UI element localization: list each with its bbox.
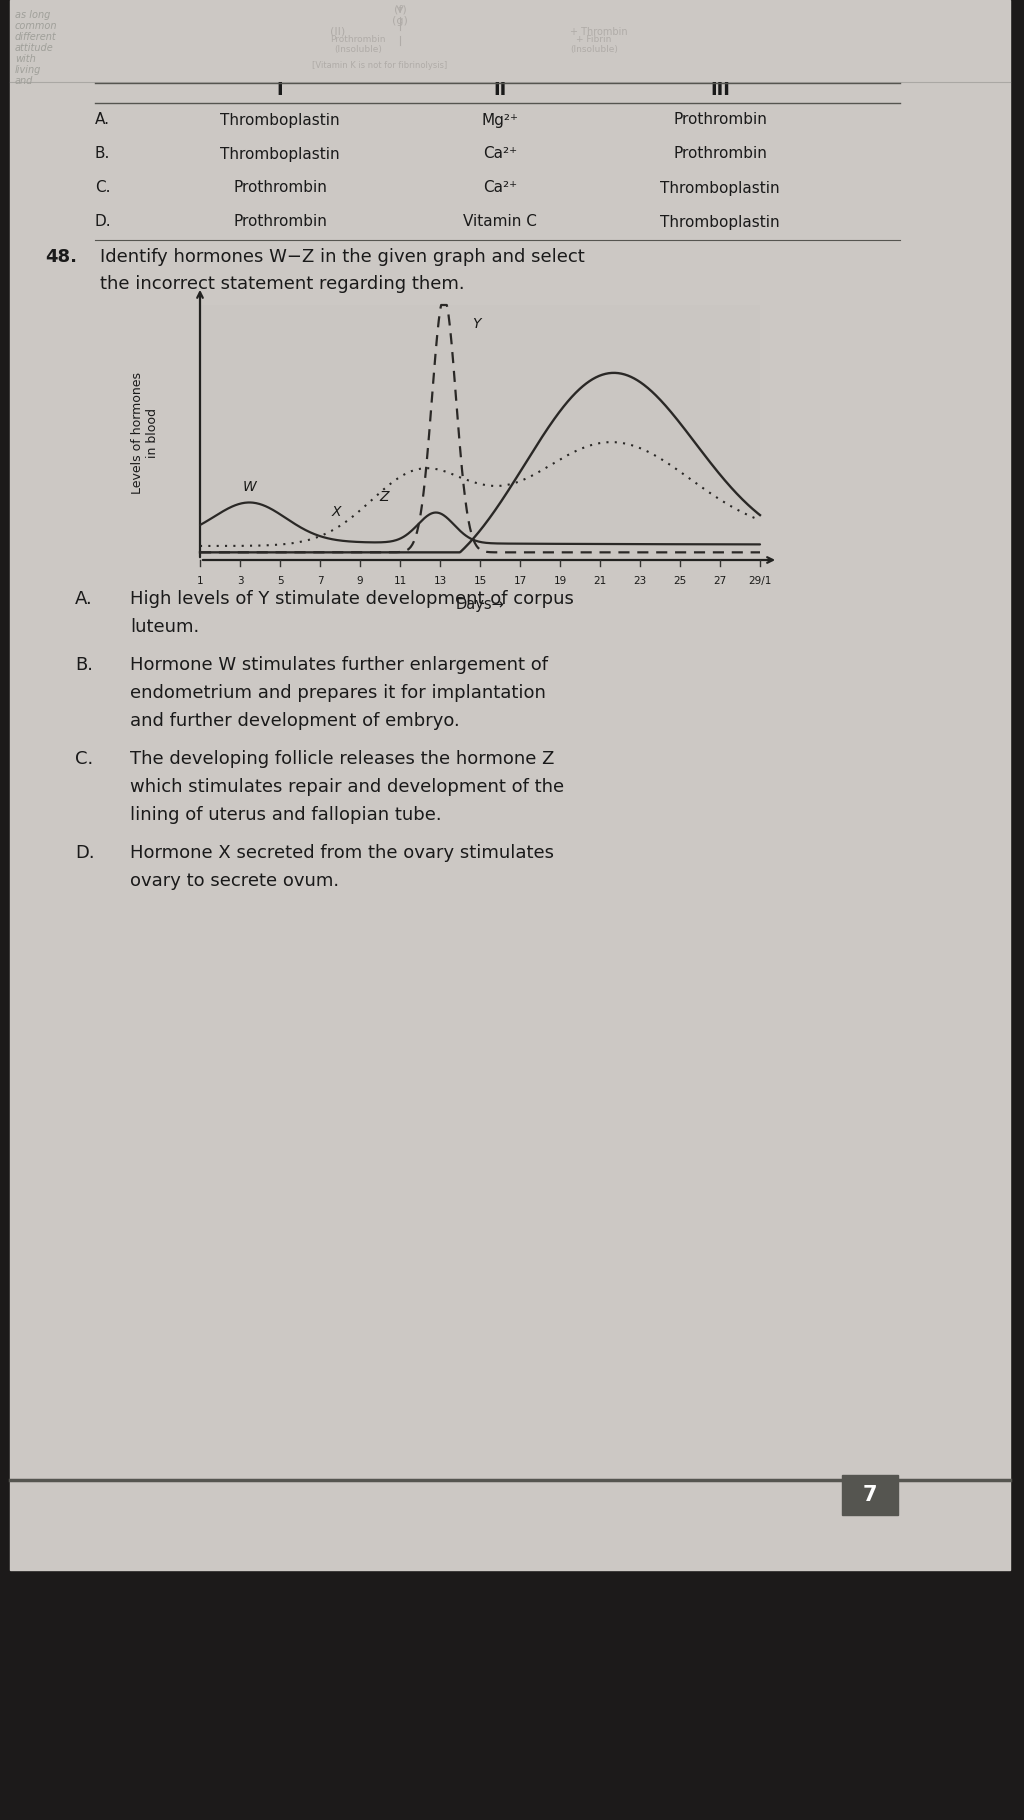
Text: 7: 7 xyxy=(863,1485,878,1505)
Bar xyxy=(10,0,1010,1571)
Text: Mg²⁺: Mg²⁺ xyxy=(481,113,518,127)
Text: Thromboplastin: Thromboplastin xyxy=(660,180,780,195)
Text: (g): (g) xyxy=(392,16,408,25)
Text: and: and xyxy=(15,76,34,86)
Text: A.: A. xyxy=(75,590,93,608)
Text: Prothrombin
(Insoluble): Prothrombin (Insoluble) xyxy=(330,35,385,55)
Text: 29/1: 29/1 xyxy=(749,575,772,586)
Text: II: II xyxy=(494,82,507,98)
Text: Prothrombin: Prothrombin xyxy=(673,113,767,127)
Text: Z: Z xyxy=(379,490,389,504)
Text: I: I xyxy=(276,82,284,98)
Text: C.: C. xyxy=(75,750,93,768)
Text: (II): (II) xyxy=(330,27,345,36)
Text: 17: 17 xyxy=(513,575,526,586)
Text: Thromboplastin: Thromboplastin xyxy=(660,215,780,229)
Text: X: X xyxy=(331,506,341,519)
Text: 23: 23 xyxy=(634,575,646,586)
Text: [Vitamin K is not for fibrinolysis]: [Vitamin K is not for fibrinolysis] xyxy=(312,62,447,69)
Text: lining of uterus and fallopian tube.: lining of uterus and fallopian tube. xyxy=(130,806,441,824)
Text: 3: 3 xyxy=(237,575,244,586)
Text: endometrium and prepares it for implantation: endometrium and prepares it for implanta… xyxy=(130,684,546,703)
Text: 21: 21 xyxy=(593,575,606,586)
Text: 27: 27 xyxy=(714,575,727,586)
Text: Days→: Days→ xyxy=(456,597,505,612)
Text: living: living xyxy=(15,66,41,75)
Text: W: W xyxy=(243,480,257,493)
Text: B.: B. xyxy=(75,655,93,673)
Bar xyxy=(0,1560,1024,1820)
Text: Ca²⁺: Ca²⁺ xyxy=(483,146,517,162)
Text: Prothrombin: Prothrombin xyxy=(233,215,327,229)
Text: as long: as long xyxy=(15,9,50,20)
Text: Thromboplastin: Thromboplastin xyxy=(220,113,340,127)
Text: Prothrombin: Prothrombin xyxy=(233,180,327,195)
Text: 1: 1 xyxy=(197,575,204,586)
Text: 5: 5 xyxy=(276,575,284,586)
Text: The developing follicle releases the hormone Z: The developing follicle releases the hor… xyxy=(130,750,554,768)
Text: which stimulates repair and development of the: which stimulates repair and development … xyxy=(130,777,564,795)
Text: different: different xyxy=(15,33,56,42)
Text: Vitamin C: Vitamin C xyxy=(463,215,537,229)
Text: ovary to secrete ovum.: ovary to secrete ovum. xyxy=(130,872,339,890)
Text: with: with xyxy=(15,55,36,64)
Text: Ca²⁺: Ca²⁺ xyxy=(483,180,517,195)
Text: C.: C. xyxy=(95,180,111,195)
Text: Levels of hormones
in blood: Levels of hormones in blood xyxy=(131,371,159,493)
Text: + Thrombin: + Thrombin xyxy=(570,27,628,36)
Text: 7: 7 xyxy=(316,575,324,586)
Text: III: III xyxy=(710,82,730,98)
Text: (f): (f) xyxy=(393,4,407,15)
Text: 9: 9 xyxy=(356,575,364,586)
Text: High levels of Y stimulate development of corpus: High levels of Y stimulate development o… xyxy=(130,590,573,608)
Bar xyxy=(200,306,760,561)
Bar xyxy=(842,1474,898,1514)
Text: luteum.: luteum. xyxy=(130,619,200,635)
Text: 48.: 48. xyxy=(45,248,77,266)
Text: + Fibrin
(Insoluble): + Fibrin (Insoluble) xyxy=(570,35,617,55)
Text: and further development of embryo.: and further development of embryo. xyxy=(130,712,460,730)
Text: Identify hormones W−Z in the given graph and select: Identify hormones W−Z in the given graph… xyxy=(100,248,585,266)
Text: the incorrect statement regarding them.: the incorrect statement regarding them. xyxy=(100,275,465,293)
Text: A.: A. xyxy=(95,113,110,127)
Text: 15: 15 xyxy=(473,575,486,586)
Text: Thromboplastin: Thromboplastin xyxy=(220,146,340,162)
Text: Hormone W stimulates further enlargement of: Hormone W stimulates further enlargement… xyxy=(130,655,548,673)
Text: 19: 19 xyxy=(553,575,566,586)
Text: 25: 25 xyxy=(674,575,687,586)
Text: 11: 11 xyxy=(393,575,407,586)
Text: common: common xyxy=(15,22,57,31)
Text: D.: D. xyxy=(75,844,94,863)
Text: D.: D. xyxy=(95,215,112,229)
Text: Prothrombin: Prothrombin xyxy=(673,146,767,162)
Text: attitude: attitude xyxy=(15,44,53,53)
Text: B.: B. xyxy=(95,146,111,162)
Text: Y: Y xyxy=(472,317,480,331)
Text: 13: 13 xyxy=(433,575,446,586)
Text: Hormone X secreted from the ovary stimulates: Hormone X secreted from the ovary stimul… xyxy=(130,844,554,863)
